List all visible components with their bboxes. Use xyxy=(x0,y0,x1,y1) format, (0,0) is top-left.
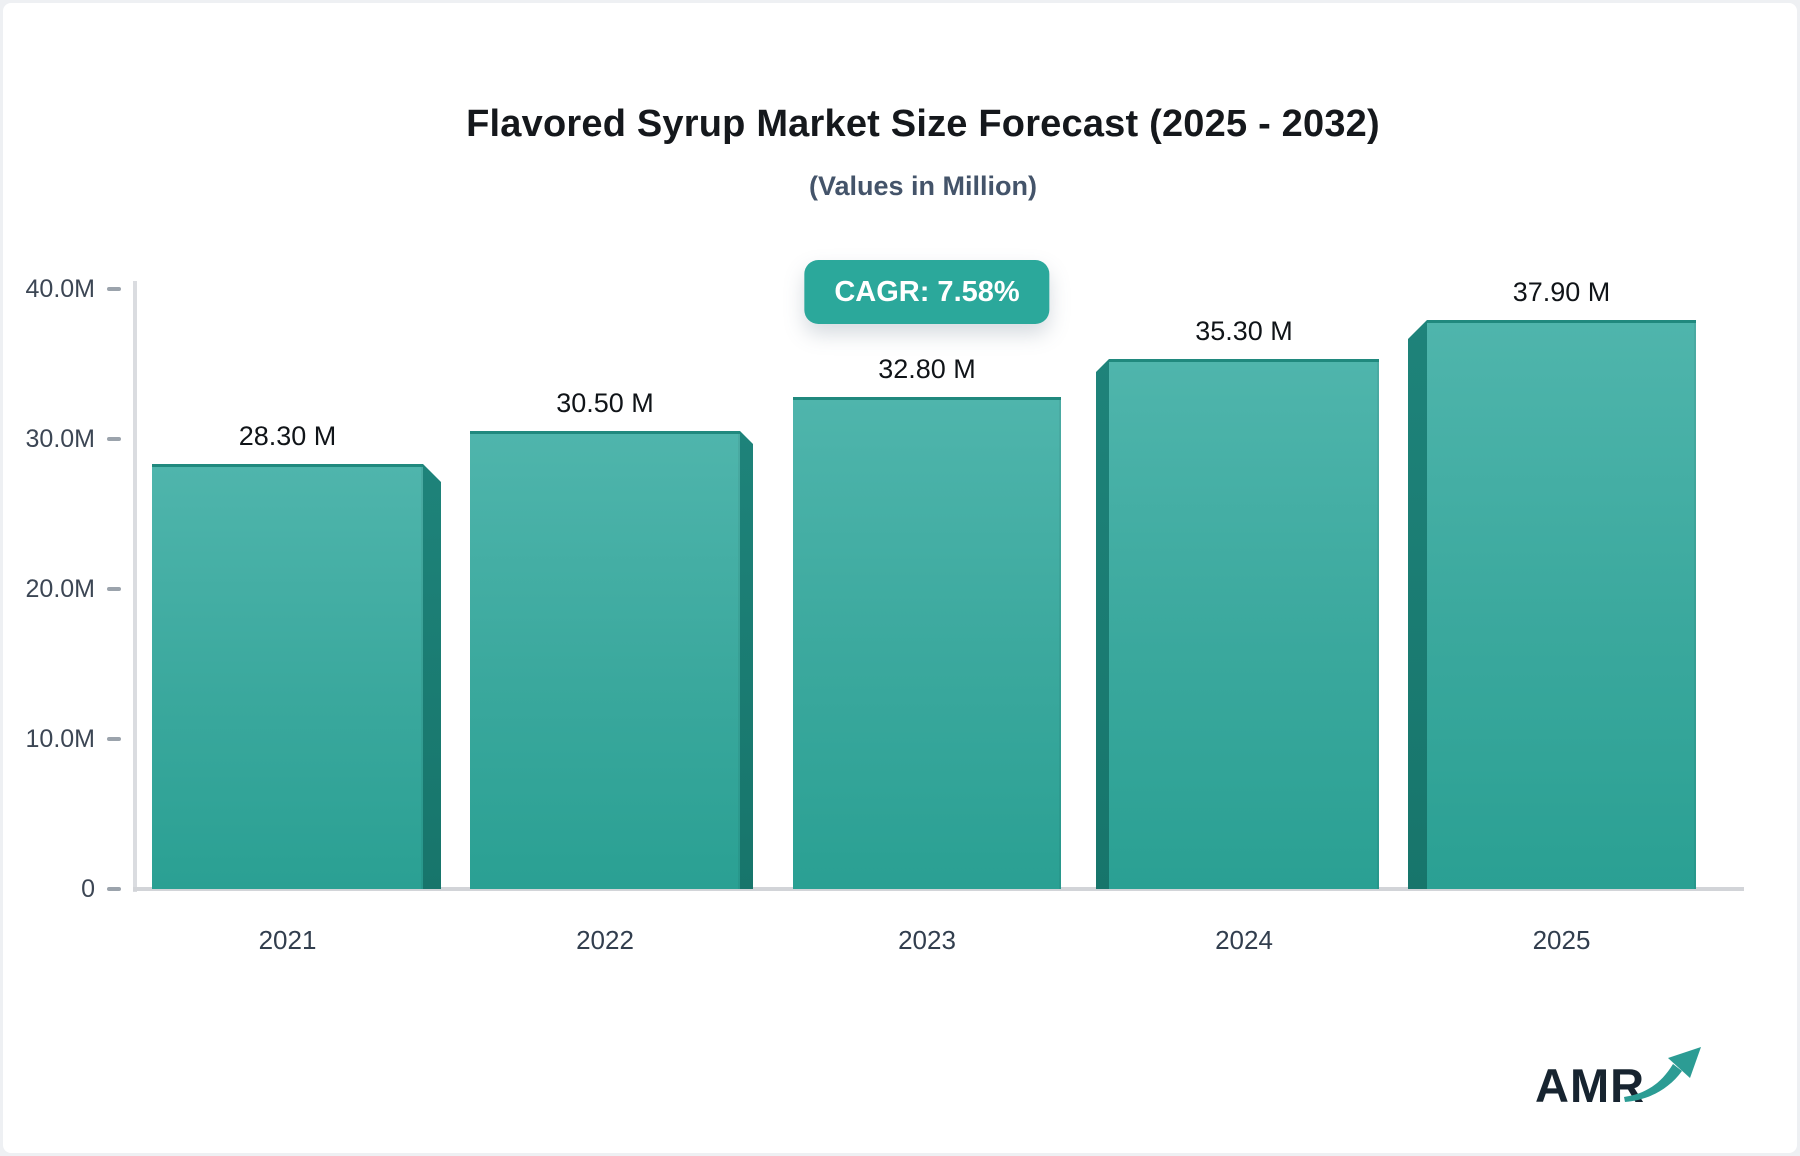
logo-text: AMR xyxy=(1535,1059,1646,1112)
bar-value-label-2022: 30.50 M xyxy=(556,388,654,418)
bar-2021 xyxy=(152,464,423,889)
x-axis-label-2024: 2024 xyxy=(1215,925,1273,955)
y-tick-label: 10.0M xyxy=(25,725,95,753)
bar-side-face-2021 xyxy=(423,464,441,889)
x-axis-label-2025: 2025 xyxy=(1532,925,1591,955)
bar-value-label-2023: 32.80 M xyxy=(878,354,976,384)
y-tick-label: 40.0M xyxy=(25,275,95,303)
y-tick-mark xyxy=(107,587,121,591)
y-tick-mark xyxy=(107,437,121,441)
bar-side-face-2022 xyxy=(740,431,753,889)
cagr-badge: CAGR: 7.58% xyxy=(804,260,1050,324)
x-axis-line xyxy=(133,887,1744,891)
logo-arrow-icon xyxy=(1624,1047,1701,1102)
y-axis-line xyxy=(133,281,137,892)
bar-2023 xyxy=(793,397,1061,889)
y-tick-label: 0 xyxy=(81,875,95,903)
chart-card: Flavored Syrup Market Size Forecast (202… xyxy=(3,3,1797,1153)
bar-value-label-2024: 35.30 M xyxy=(1195,316,1293,346)
x-axis-label-2021: 2021 xyxy=(258,925,317,955)
y-tick-label: 20.0M xyxy=(25,575,95,603)
bar-side-face-2024 xyxy=(1096,359,1109,889)
bar-2022 xyxy=(470,431,740,889)
bar-2025 xyxy=(1427,320,1696,889)
bar-side-face-2025 xyxy=(1408,320,1427,889)
bar-value-label-2021: 28.30 M xyxy=(238,421,337,451)
chart-area: Flavored Syrup Market Size Forecast (202… xyxy=(3,3,1797,1153)
chart-subtitle: (Values in Million) xyxy=(808,171,1038,201)
x-axis-label-2022: 2022 xyxy=(576,925,634,955)
chart-title: Flavored Syrup Market Size Forecast (202… xyxy=(466,103,1380,145)
x-axis-label-2023: 2023 xyxy=(898,925,956,955)
y-tick-mark xyxy=(107,287,121,291)
amr-logo: AMR xyxy=(1535,1047,1735,1127)
bar-value-label-2025: 37.90 M xyxy=(1512,277,1611,307)
y-tick-mark xyxy=(107,737,121,741)
y-tick-label: 30.0M xyxy=(25,425,95,453)
y-tick-mark xyxy=(107,887,121,891)
bar-2024 xyxy=(1109,359,1379,889)
